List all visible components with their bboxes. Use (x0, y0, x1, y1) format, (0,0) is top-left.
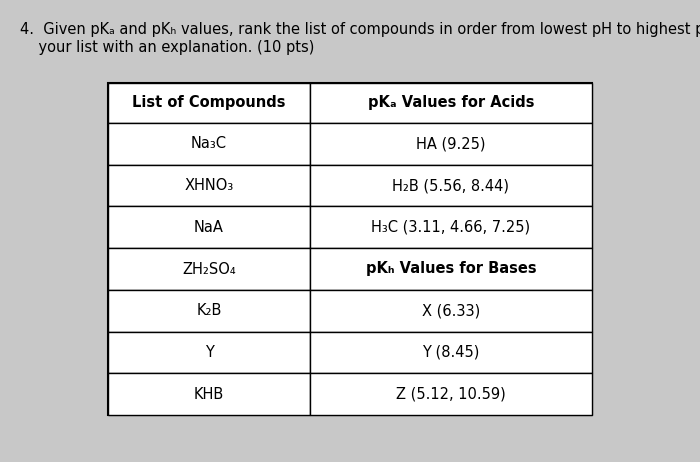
Text: X (6.33): X (6.33) (422, 303, 480, 318)
Text: List of Compounds: List of Compounds (132, 96, 286, 110)
Text: pKₕ Values for Bases: pKₕ Values for Bases (365, 261, 536, 276)
Text: XHNO₃: XHNO₃ (184, 178, 234, 193)
Text: HA (9.25): HA (9.25) (416, 136, 486, 152)
Text: your list with an explanation. (10 pts): your list with an explanation. (10 pts) (20, 40, 314, 55)
Text: H₃C (3.11, 4.66, 7.25): H₃C (3.11, 4.66, 7.25) (372, 220, 531, 235)
Text: Y: Y (204, 345, 214, 360)
Text: 4.  Given pKₐ and pKₕ values, rank the list of compounds in order from lowest pH: 4. Given pKₐ and pKₕ values, rank the li… (20, 22, 700, 37)
Text: K₂B: K₂B (196, 303, 222, 318)
Text: NaA: NaA (194, 220, 224, 235)
Text: ZH₂SO₄: ZH₂SO₄ (182, 261, 236, 276)
Text: KHB: KHB (194, 387, 224, 401)
Text: H₂B (5.56, 8.44): H₂B (5.56, 8.44) (393, 178, 510, 193)
Text: Z (5.12, 10.59): Z (5.12, 10.59) (396, 387, 506, 401)
Text: Y (8.45): Y (8.45) (422, 345, 480, 360)
Text: Na₃C: Na₃C (191, 136, 227, 152)
Text: pKₐ Values for Acids: pKₐ Values for Acids (368, 96, 534, 110)
